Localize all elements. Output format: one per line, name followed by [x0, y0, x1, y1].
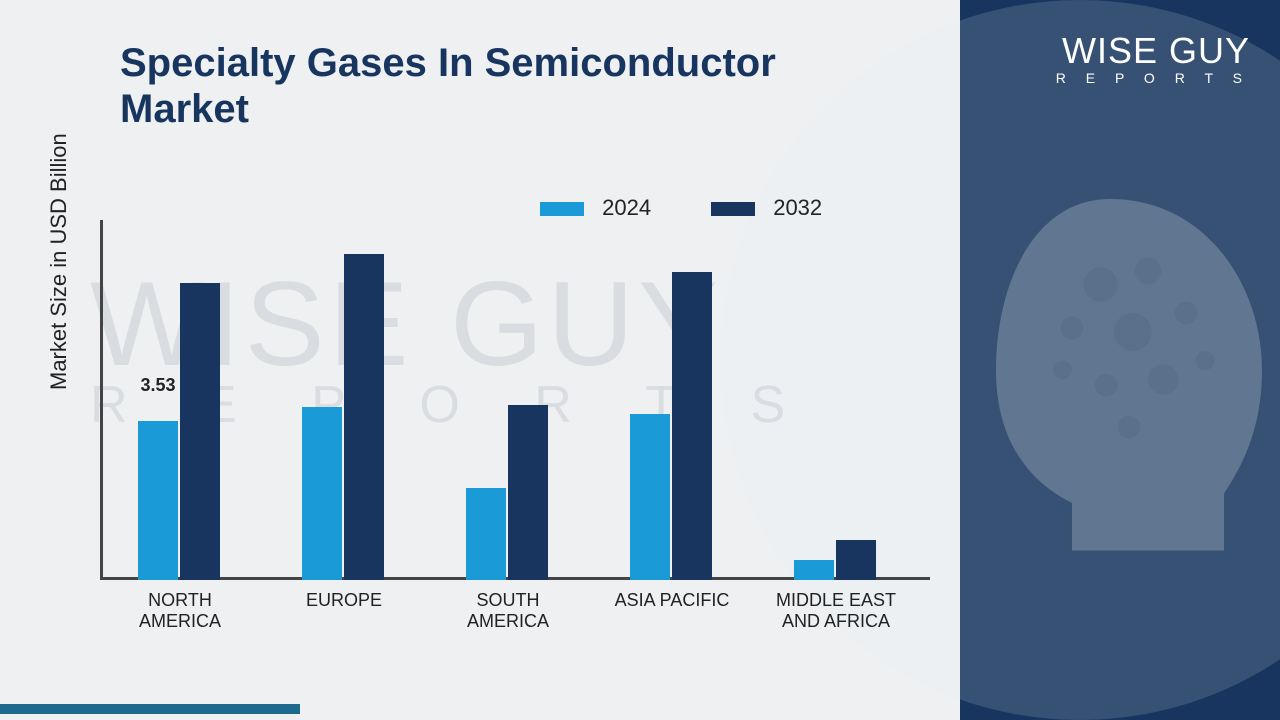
bar-2024: [630, 414, 670, 581]
y-axis-label: Market Size in USD Billion: [46, 133, 72, 390]
bar-2032: [344, 254, 384, 580]
legend-swatch-2032: [711, 202, 755, 216]
brand-subtitle: R E P O R T S: [1056, 70, 1250, 86]
bottom-accent-rule: [0, 704, 300, 714]
legend-item-2024: 2024: [540, 195, 651, 221]
bar-2024: [466, 488, 506, 580]
bar-2032: [508, 405, 548, 581]
bar-2024: [138, 421, 178, 580]
legend-item-2032: 2032: [711, 195, 822, 221]
bar-2024: [302, 407, 342, 580]
brand-name: WISE GUY: [1056, 30, 1250, 72]
category-label: ASIA PACIFIC: [602, 580, 742, 611]
category-label: SOUTH AMERICA: [438, 580, 578, 631]
category-label: NORTH AMERICA: [110, 580, 250, 631]
bar-value-label: 3.53: [140, 375, 175, 396]
bar-2032: [836, 540, 876, 581]
legend-label-2024: 2024: [602, 195, 651, 220]
category-label: EUROPE: [274, 580, 414, 611]
bar-2032: [672, 272, 712, 580]
y-axis: [100, 220, 103, 580]
category-label: MIDDLE EAST AND AFRICA: [766, 580, 906, 631]
bar-2024: [794, 560, 834, 580]
brand-logo: WISE GUY R E P O R T S: [1056, 30, 1250, 86]
chart-canvas: WISE GUY R E P O R T S WISE GUY R E P O …: [0, 0, 1280, 720]
chart-title: Specialty Gases In Semiconductor Market: [120, 40, 860, 132]
legend: 2024 2032: [540, 195, 822, 221]
legend-swatch-2024: [540, 202, 584, 216]
bar-2032: [180, 283, 220, 580]
legend-label-2032: 2032: [773, 195, 822, 220]
head-silhouette-graphic: [920, 180, 1280, 560]
plot-area: 3.53NORTH AMERICAEUROPESOUTH AMERICAASIA…: [100, 220, 930, 580]
